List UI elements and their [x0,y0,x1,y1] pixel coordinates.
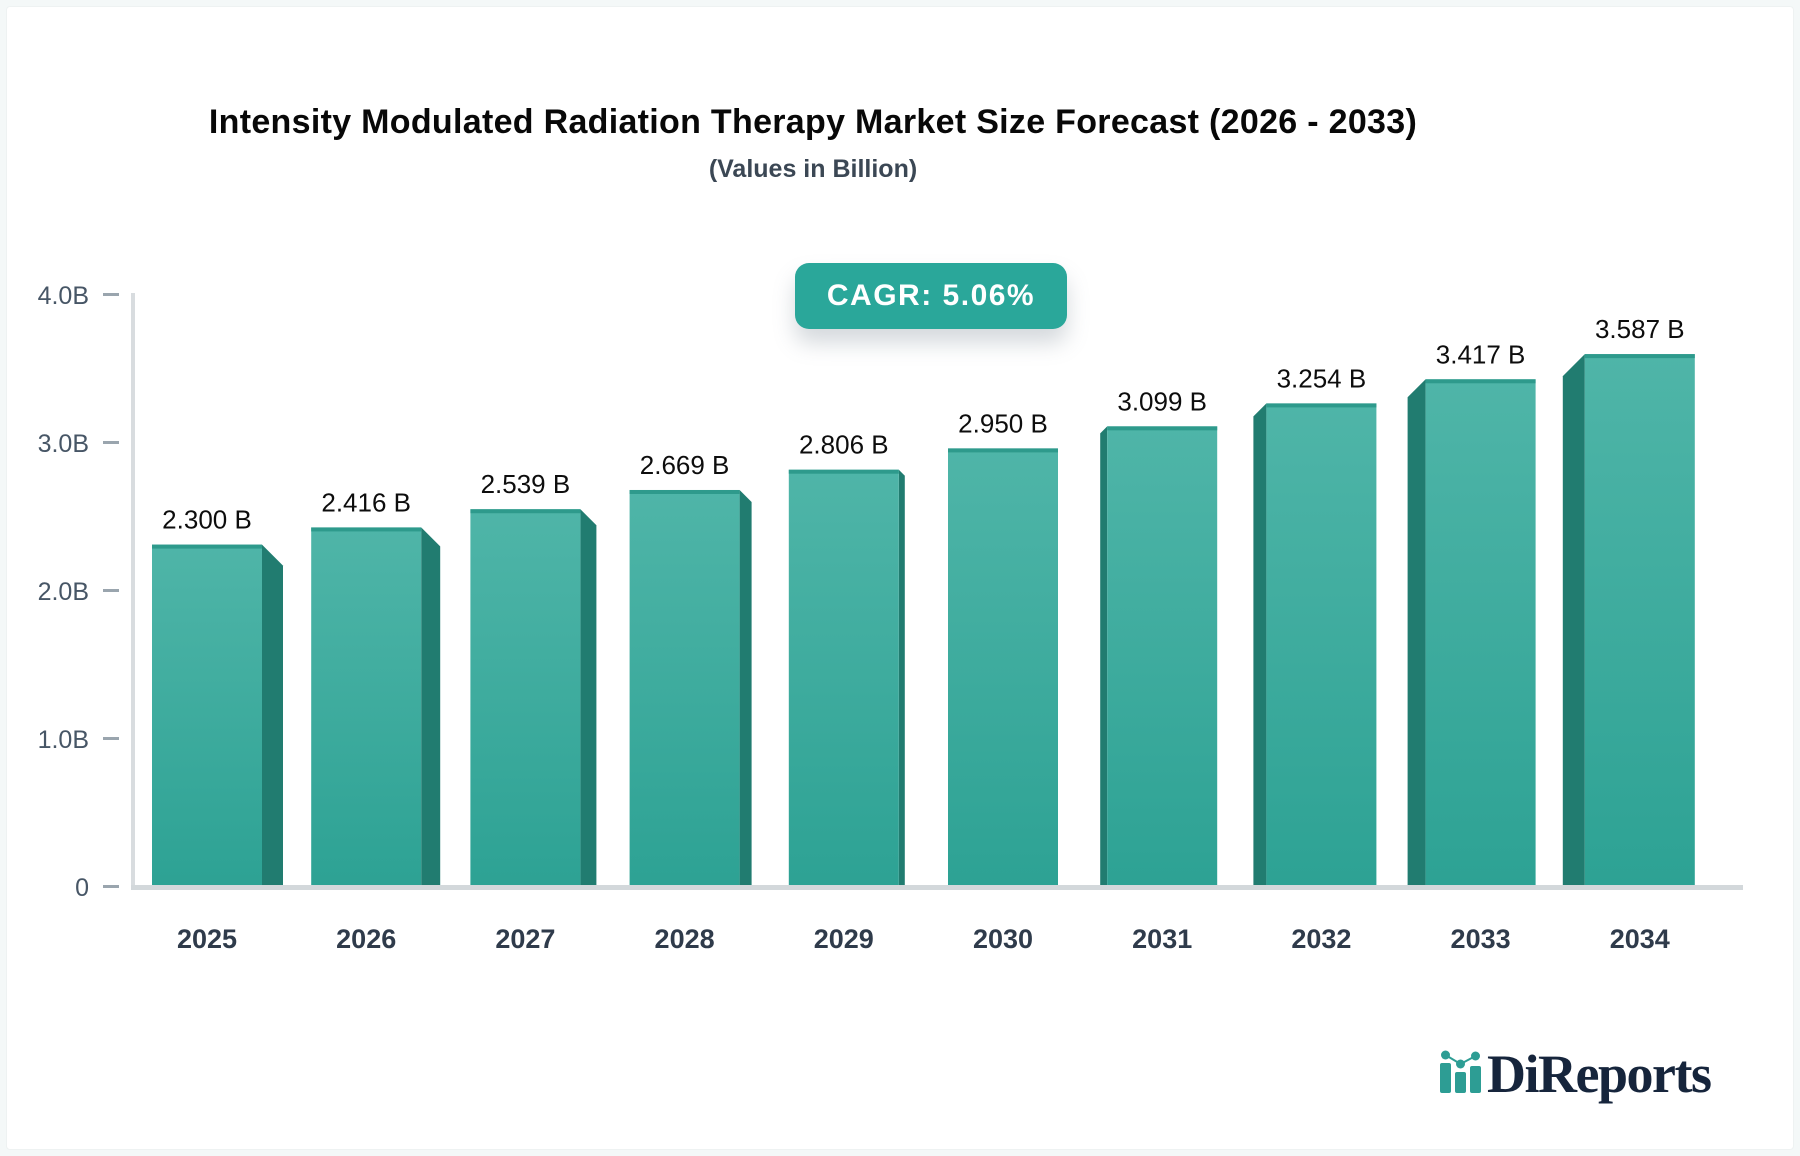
x-tick-label: 2031 [1132,924,1192,954]
x-tick-label: 2032 [1291,924,1351,954]
x-tick-label: 2028 [655,924,715,954]
bar-front-face [788,469,899,885]
logo-dot [1441,1050,1450,1060]
bar-side-face [1100,426,1108,885]
bar-group-2033 [1407,379,1536,885]
chart-subtitle: (Values in Billion) [708,155,918,183]
bar-top-edge [1425,379,1536,384]
bar-top-edge [788,469,899,474]
bar-top-edge [311,527,422,532]
bar-top-edge [1584,354,1695,359]
bar-front-face [152,544,262,885]
bar-group-2030 [948,448,1058,885]
y-tick-label: 1.0B [38,726,89,754]
x-tick-label: 2033 [1451,924,1511,954]
cagr-badge-label: CAGR: 5.06% [826,279,1036,312]
logo-dot [1471,1051,1480,1061]
y-tick-label: 4.0B [38,282,89,310]
cagr-badge: CAGR: 5.06% [795,263,1067,329]
bar-group-2034 [1562,354,1695,885]
bar-top-edge [629,489,740,494]
bar-top-edge [1266,403,1377,408]
direports-logo: DiReports [1439,1041,1712,1101]
bar-value-label: 2.539 B [481,469,571,499]
bar-front-face [311,527,422,885]
bar-front-face [948,448,1058,885]
bar-value-label: 2.669 B [640,450,730,480]
y-tick-mark [103,441,119,444]
bar-value-label: 2.300 B [162,505,252,535]
x-tick-label: 2025 [177,924,237,954]
bar-value-label: 3.587 B [1595,314,1685,344]
bar-top-edge [152,544,262,549]
bar-side-face [739,489,752,885]
logo-bar [1455,1072,1466,1093]
bar-group-2029 [788,469,905,885]
x-tick-label: 2026 [336,924,396,954]
labels-layer: 2.300 B 2025 2.416 B 2026 2.539 B 2027 2.669 B… [162,314,1684,954]
bar-side-face [580,509,597,885]
chart-title: Intensity Modulated Radiation Therapy Ma… [208,103,1418,141]
y-tick-label: 2.0B [38,578,89,606]
logo-bar [1470,1066,1481,1093]
bar-group-2027 [470,509,597,885]
bar-group-2028 [629,489,752,885]
direports-logo-icon [1440,1050,1481,1093]
bar-value-label: 3.099 B [1117,386,1207,416]
bar-value-label: 2.416 B [321,487,411,517]
bar-front-face [1584,354,1695,885]
y-tick-mark [103,737,119,740]
bar-front-face [1266,403,1377,885]
x-tick-label: 2034 [1610,924,1670,954]
bar-side-face [1407,379,1426,885]
bar-front-face [629,489,740,885]
bar-value-label: 2.806 B [799,430,889,460]
bar-top-edge [948,448,1058,453]
y-tick-mark [103,589,119,592]
bar-side-face [421,527,441,885]
y-tick-mark [103,885,119,888]
x-tick-label: 2027 [495,924,555,954]
bar-top-edge [1107,426,1218,431]
bar-front-face [1107,426,1218,885]
y-tick-label: 0 [75,874,89,902]
y-tick-label: 3.0B [38,430,89,458]
bar-group-2032 [1253,403,1377,885]
chart-card: Intensity Modulated Radiation Therapy Ma… [6,6,1794,1150]
x-tick-label: 2029 [814,924,874,954]
logo-bar [1440,1063,1451,1093]
bar-side-face [262,544,283,885]
logo-dot [1456,1059,1465,1069]
bar-value-label: 2.950 B [958,408,1048,438]
x-axis-line [131,885,1743,890]
bar-front-face [1425,379,1536,885]
bar-group-2025 [152,544,283,885]
bar-group-2031 [1100,426,1218,885]
x-tick-label: 2030 [973,924,1033,954]
bar-value-label: 3.254 B [1277,363,1367,393]
bar-side-face [1562,354,1585,885]
direports-logo-text: DiReports [1487,1044,1712,1104]
bar-side-face [1253,403,1267,885]
bar-top-edge [470,509,581,514]
y-tick-mark [103,293,119,296]
bar-front-face [470,509,581,885]
bars-layer [152,354,1695,885]
y-axis-line [131,293,135,890]
bar-group-2026 [311,527,441,885]
bar-chart: 0 1.0B 2.0B 3.0B 4.0B 2.300 B 2025 2.416 B 2026… [38,282,1743,954]
axis-layer: 0 1.0B 2.0B 3.0B 4.0B [38,282,1743,902]
bar-side-face [898,469,905,885]
bar-value-label: 3.417 B [1436,339,1526,369]
